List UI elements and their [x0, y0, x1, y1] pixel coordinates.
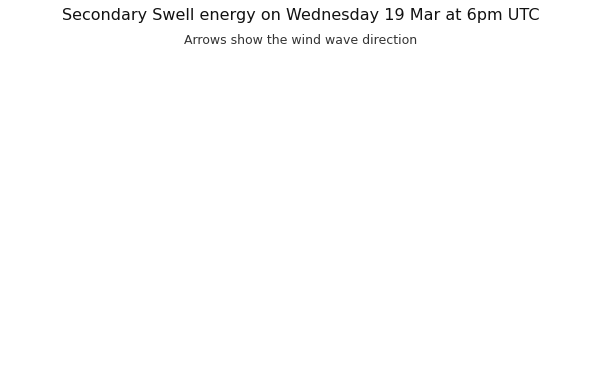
Text: cartopy required: cartopy required	[243, 210, 358, 224]
Text: Secondary Swell energy on Wednesday 19 Mar at 6pm UTC: Secondary Swell energy on Wednesday 19 M…	[62, 8, 539, 23]
Text: Arrows show the wind wave direction: Arrows show the wind wave direction	[184, 34, 417, 47]
